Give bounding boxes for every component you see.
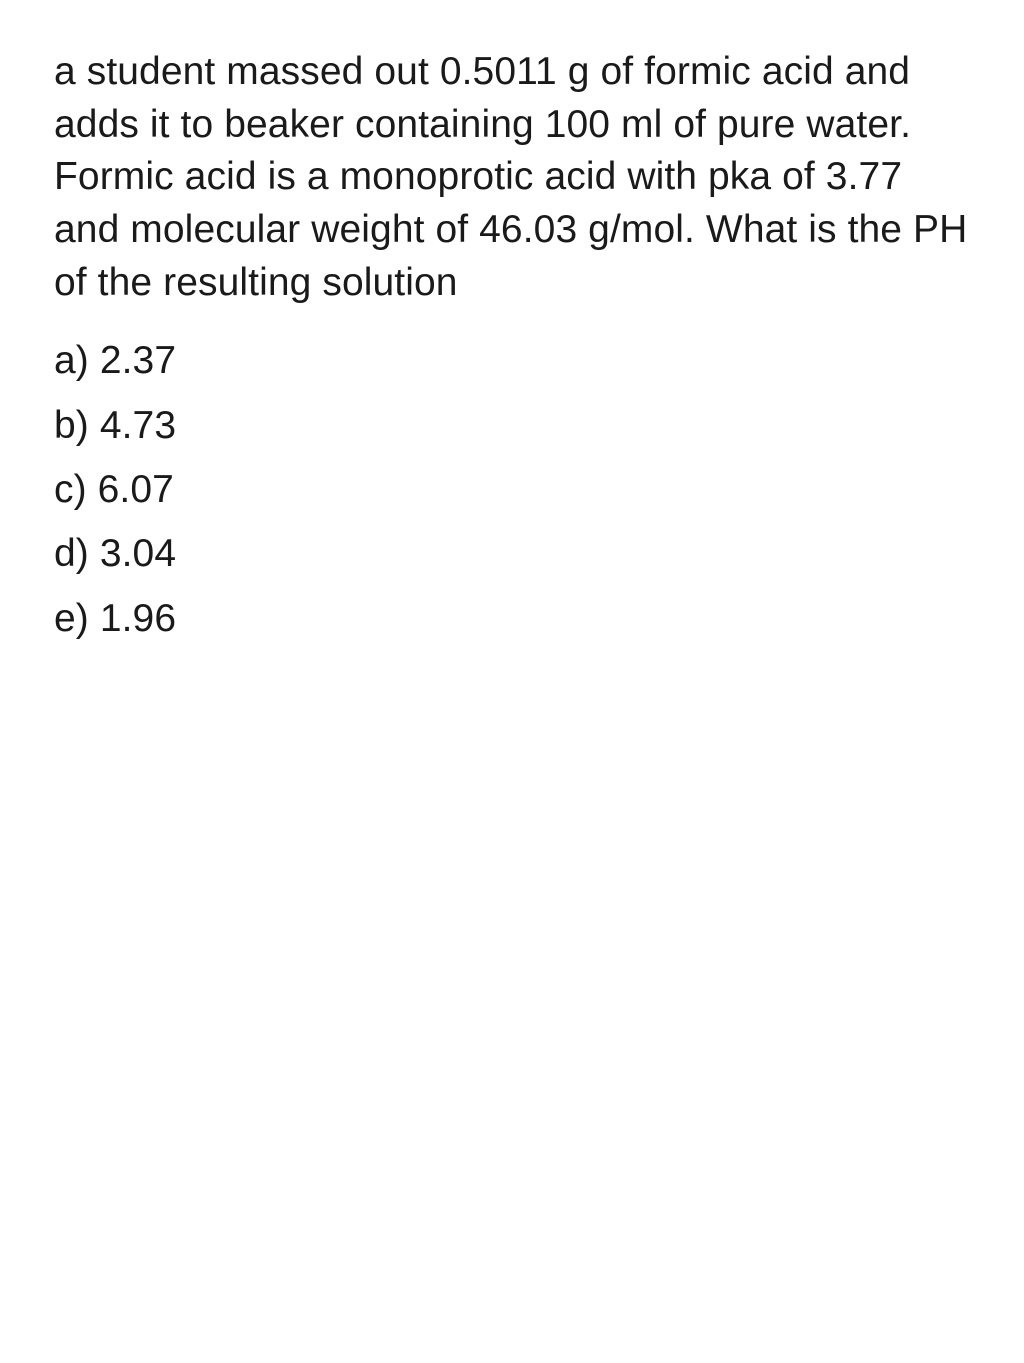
question-text: a student massed out 0.5011 g of formic … <box>54 46 970 309</box>
option-d: d) 3.04 <box>54 522 970 586</box>
option-b: b) 4.73 <box>54 394 970 458</box>
option-e: e) 1.96 <box>54 587 970 651</box>
question-page: a student massed out 0.5011 g of formic … <box>0 0 1024 651</box>
option-a: a) 2.37 <box>54 329 970 393</box>
option-c: c) 6.07 <box>54 458 970 522</box>
options-list: a) 2.37 b) 4.73 c) 6.07 d) 3.04 e) 1.96 <box>54 329 970 651</box>
